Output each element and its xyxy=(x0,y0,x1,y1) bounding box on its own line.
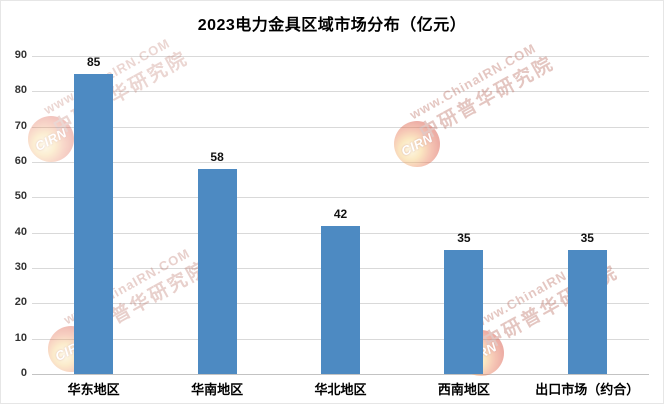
bar-value-label: 85 xyxy=(87,54,101,69)
chart-title: 2023电力金具区域市场分布（亿元） xyxy=(197,17,467,34)
cirn-logo-text: CIRN xyxy=(398,129,436,159)
cirn-logo-icon: CIRN xyxy=(28,116,74,162)
y-tick-label: 10 xyxy=(14,331,27,344)
cirn-logo-icon: CIRN xyxy=(394,121,440,167)
bar-value-label: 42 xyxy=(333,206,348,221)
watermark-org-text: 中研普华研究院 xyxy=(416,52,559,145)
bar-value-label: 35 xyxy=(457,231,471,246)
x-tick-label: 西南地区 xyxy=(437,382,490,397)
y-tick-label: 70 xyxy=(14,119,27,132)
y-tick-label: 40 xyxy=(14,225,27,238)
bar-3 xyxy=(321,225,360,374)
y-tick-label: 0 xyxy=(20,367,27,379)
gridline xyxy=(32,91,649,93)
x-tick-label: 华北地区 xyxy=(314,382,367,397)
x-tick-label: 华南地区 xyxy=(191,382,244,397)
bar-1 xyxy=(74,73,114,374)
bar-5 xyxy=(567,250,607,374)
y-tick-label: 50 xyxy=(14,190,27,203)
y-tick-label: 60 xyxy=(14,155,27,167)
gridline xyxy=(32,374,649,375)
x-tick-label: 华东地区 xyxy=(67,382,120,397)
bar-4 xyxy=(444,250,484,374)
y-tick-label: 20 xyxy=(14,296,27,309)
cirn-logo-text: CIRN xyxy=(32,124,70,154)
gridline xyxy=(32,197,649,199)
y-tick-label: 90 xyxy=(14,49,27,61)
gridline xyxy=(32,126,649,128)
bar-value-label: 35 xyxy=(580,231,594,246)
gridline xyxy=(32,56,649,57)
x-tick-label: 出口市场（约合） xyxy=(535,382,640,397)
bar-2 xyxy=(197,169,237,374)
y-tick-label: 80 xyxy=(14,84,27,97)
gridline xyxy=(32,162,649,163)
y-tick-label: 30 xyxy=(14,261,27,273)
watermark-site-text: www.ChinaIRN.COM xyxy=(407,40,539,123)
bar-value-label: 58 xyxy=(210,150,224,165)
